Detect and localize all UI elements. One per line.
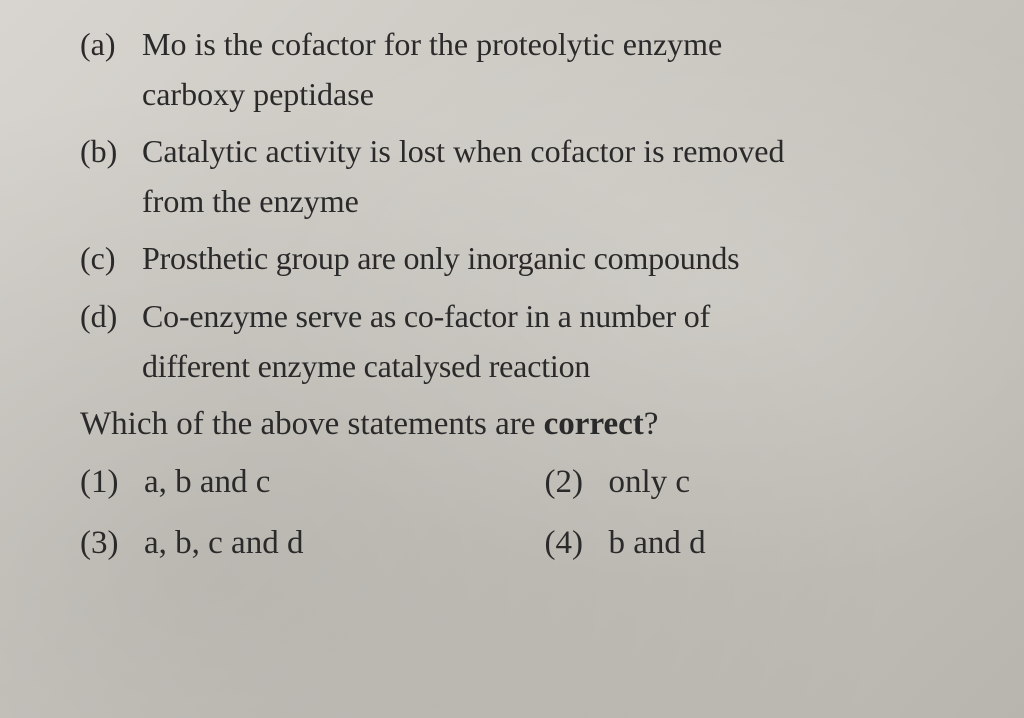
statement-line1: Mo is the cofactor for the proteolytic e… [142, 26, 722, 62]
question-text: Which of the above statements are correc… [80, 399, 969, 450]
statement-label: (c) [80, 234, 142, 282]
statement-line1: Prosthetic group are only inorganic comp… [142, 240, 739, 276]
statement-line1: Co-enzyme serve as co-factor in a number… [142, 298, 710, 334]
statement-label: (d) [80, 292, 142, 340]
option-label: (2) [545, 464, 609, 501]
statement-c: (c) Prosthetic group are only inorganic … [80, 234, 969, 284]
statement-d: (d) Co-enzyme serve as co-factor in a nu… [80, 292, 969, 391]
option-2[interactable]: (2) only c [545, 464, 970, 501]
statement-line2: different enzyme catalysed reaction [142, 348, 590, 384]
question-block: (a) Mo is the cofactor for the proteolyt… [80, 20, 969, 562]
statement-b: (b) Catalytic activity is lost when cofa… [80, 127, 969, 226]
option-3[interactable]: (3) a, b, c and d [80, 525, 505, 562]
statement-text: Catalytic activity is lost when cofactor… [142, 127, 969, 226]
option-text: a, b and c [144, 464, 505, 501]
option-label: (1) [80, 464, 144, 501]
option-1[interactable]: (1) a, b and c [80, 464, 505, 501]
question-pre: Which of the above statements are [80, 406, 544, 442]
option-text: b and d [609, 525, 970, 562]
options-grid: (1) a, b and c (2) only c (3) a, b, c an… [80, 464, 969, 562]
option-text: a, b, c and d [144, 525, 505, 562]
statement-label: (a) [80, 20, 142, 68]
question-bold: correct [544, 406, 644, 442]
statement-line1: Catalytic activity is lost when cofactor… [142, 133, 784, 169]
statement-line2: from the enzyme [142, 183, 359, 219]
statement-line2: carboxy peptidase [142, 76, 374, 112]
statement-text: Co-enzyme serve as co-factor in a number… [142, 292, 969, 391]
statement-a: (a) Mo is the cofactor for the proteolyt… [80, 20, 969, 119]
statement-text: Mo is the cofactor for the proteolytic e… [142, 20, 969, 119]
option-label: (4) [545, 525, 609, 562]
statement-text: Prosthetic group are only inorganic comp… [142, 234, 969, 284]
statement-label: (b) [80, 127, 142, 175]
question-post: ? [644, 406, 659, 442]
option-label: (3) [80, 525, 144, 562]
option-4[interactable]: (4) b and d [545, 525, 970, 562]
option-text: only c [609, 464, 970, 501]
